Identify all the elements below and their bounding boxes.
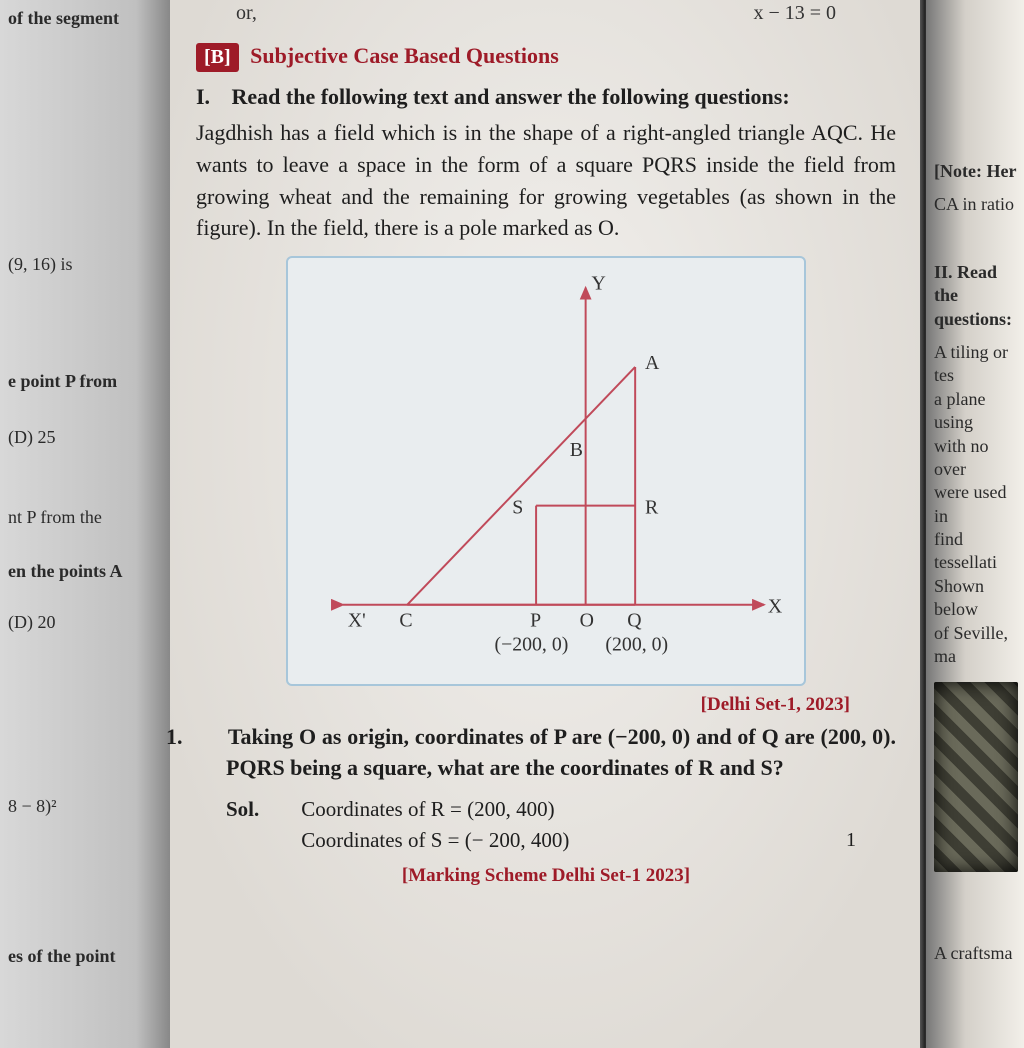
label-p: P (530, 610, 541, 632)
marking-scheme: [Marking Scheme Delhi Set-1 2023] (196, 865, 896, 887)
question-heading-text: Read the following text and answer the f… (232, 84, 790, 109)
left-frag: nt P from the (8, 505, 162, 529)
question-body: Jagdhish has a field which is in the sha… (196, 117, 896, 245)
left-frag: (D) 20 (8, 610, 162, 634)
solution-line: Coordinates of R = (200, 400) (301, 797, 554, 821)
left-frag: of the segment (8, 6, 162, 30)
right-frag: Shown below (934, 575, 1022, 622)
left-frag: (9, 16) is (8, 252, 162, 276)
label-p-coord: (−200, 0) (494, 634, 568, 656)
left-frag: en the points A (8, 559, 162, 583)
label-s: S (512, 497, 523, 519)
label-xp: X' (348, 610, 366, 632)
exam-citation: [Delhi Set-1, 2023] (196, 694, 896, 716)
right-frag: a plane using (934, 388, 1022, 435)
solution-label: Sol. (226, 794, 296, 826)
right-frag: A craftsma (934, 942, 1022, 965)
question-heading: I. Read the following text and answer th… (196, 82, 896, 113)
label-o: O (580, 610, 594, 632)
label-q-coord: (200, 0) (605, 634, 668, 656)
label-q: Q (627, 610, 641, 632)
right-frag: find tessellati (934, 528, 1022, 575)
right-frag: questions: (934, 308, 1022, 331)
spacer (226, 825, 296, 857)
right-frag: CA in ratio (934, 193, 1022, 216)
label-b: B (570, 439, 583, 461)
left-page-fragments: of the segment (9, 16) is e point P from… (0, 0, 170, 1048)
geometry-figure: Y A B S R X' C P O Q X (−200, 0) (200, 0… (286, 256, 806, 686)
tessellation-photo (934, 682, 1018, 872)
solution-marks: 1 (846, 825, 896, 855)
right-page-fragments: [Note: Her CA in ratio II. Read the ques… (926, 0, 1024, 1048)
top-fragment-left: or, (236, 2, 257, 25)
solution-block: Sol. Coordinates of R = (200, 400) Coord… (196, 794, 896, 857)
right-frag: II. Read the (934, 261, 1022, 308)
top-fragment-right: x − 13 = 0 (753, 2, 836, 25)
label-c: C (399, 610, 412, 632)
left-frag: 8 − 8)² (8, 794, 162, 818)
diagram-svg: Y A B S R X' C P O Q X (−200, 0) (200, 0… (288, 258, 804, 684)
left-frag: e point P from (8, 369, 162, 393)
right-frag: [Note: Her (934, 160, 1022, 183)
main-page: or, x − 13 = 0 [B] Subjective Case Based… (170, 0, 926, 1048)
right-frag: with no over (934, 435, 1022, 482)
label-r: R (645, 497, 659, 519)
right-frag: were used in (934, 481, 1022, 528)
left-frag: (D) 25 (8, 425, 162, 449)
right-frag: A tiling or tes (934, 341, 1022, 388)
question-roman: I. (196, 82, 226, 113)
section-title-text: Subjective Case Based Questions (250, 43, 559, 68)
solution-line: Coordinates of S = (− 200, 400) (301, 828, 569, 852)
left-frag: es of the point (8, 944, 162, 968)
right-frag: of Seville, ma (934, 622, 1022, 669)
top-fragment-row: or, x − 13 = 0 (196, 0, 896, 25)
sub-question: 1. Taking O as origin, coordinates of P … (196, 722, 896, 784)
sub-question-text: Taking O as origin, coordinates of P are… (226, 724, 896, 780)
label-x: X (768, 596, 782, 618)
label-y: Y (592, 273, 606, 295)
sub-question-number: 1. (196, 722, 222, 753)
section-heading: [B] Subjective Case Based Questions (196, 43, 896, 72)
label-a: A (645, 352, 660, 374)
section-marker: [B] (196, 43, 239, 72)
